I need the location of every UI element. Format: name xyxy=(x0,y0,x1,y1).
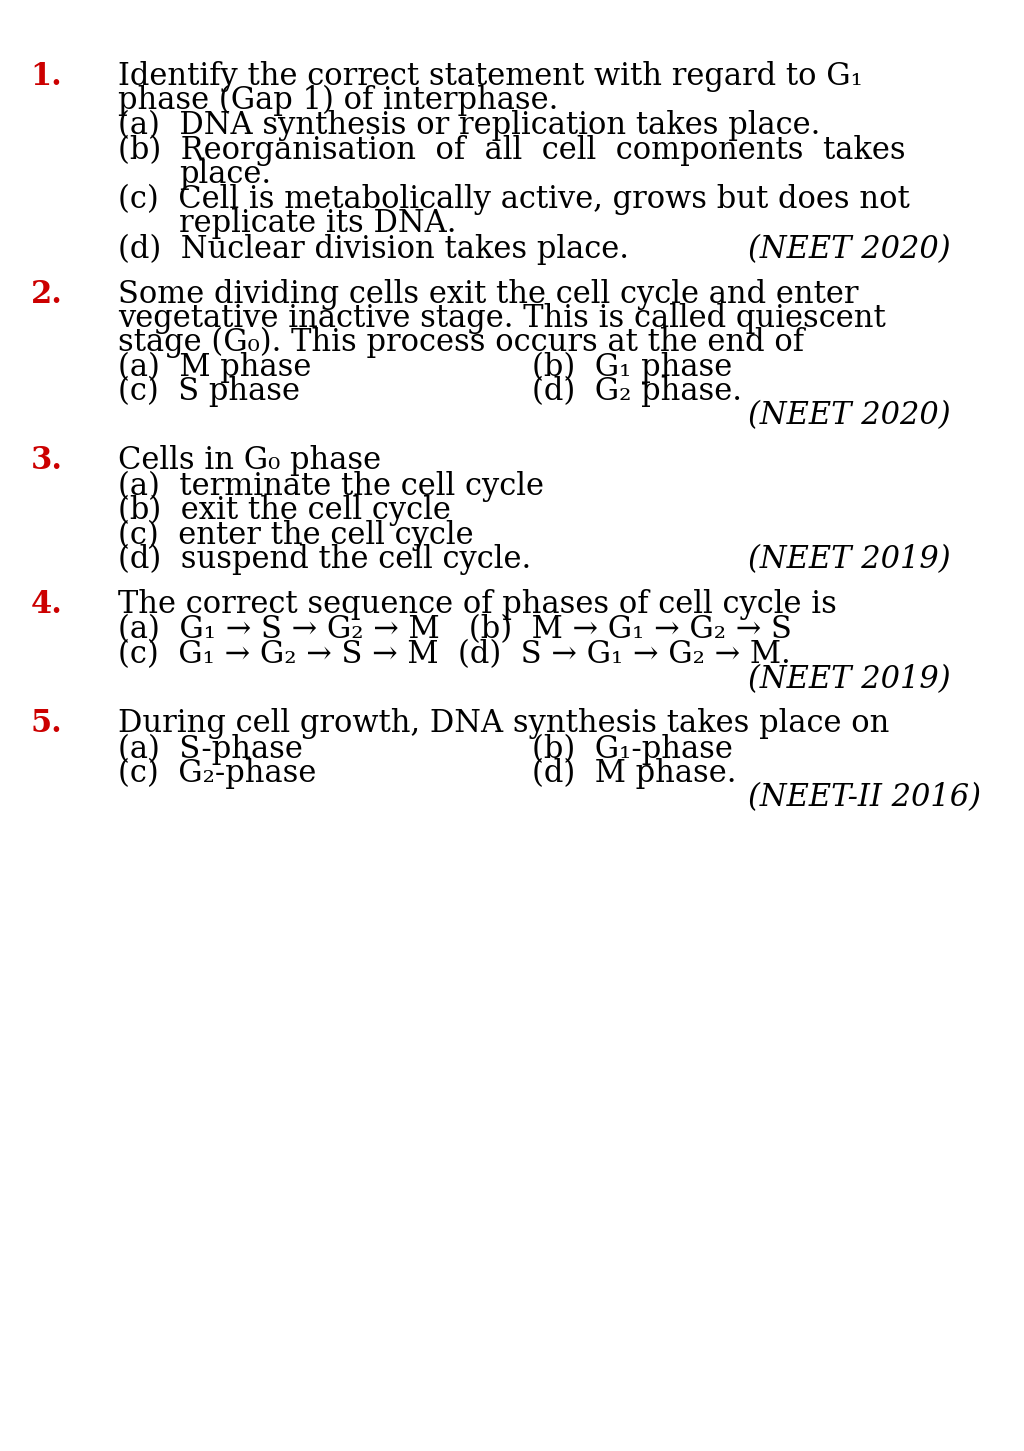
Text: (c)  S phase: (c) S phase xyxy=(118,376,300,408)
Text: The correct sequence of phases of cell cycle is: The correct sequence of phases of cell c… xyxy=(118,589,837,620)
Text: (b)  Reorganisation  of  all  cell  components  takes: (b) Reorganisation of all cell component… xyxy=(118,135,905,167)
Text: 4.: 4. xyxy=(31,589,62,620)
Text: (b)  G₁-phase: (b) G₁-phase xyxy=(532,734,733,765)
Text: (NEET 2019): (NEET 2019) xyxy=(748,544,950,575)
Text: stage (G₀). This process occurs at the end of: stage (G₀). This process occurs at the e… xyxy=(118,326,804,358)
Text: (d)  Nuclear division takes place.: (d) Nuclear division takes place. xyxy=(118,234,629,266)
Text: (d)  G₂ phase.: (d) G₂ phase. xyxy=(532,376,742,408)
Text: (c)  G₁ → G₂ → S → M  (d)  S → G₁ → G₂ → M.: (c) G₁ → G₂ → S → M (d) S → G₁ → G₂ → M. xyxy=(118,638,791,670)
Text: (c)  Cell is metabolically active, grows but does not: (c) Cell is metabolically active, grows … xyxy=(118,184,909,216)
Text: (a)  DNA synthesis or replication takes place.: (a) DNA synthesis or replication takes p… xyxy=(118,110,820,141)
Text: 1.: 1. xyxy=(31,61,62,91)
Text: phase (Gap 1) of interphase.: phase (Gap 1) of interphase. xyxy=(118,84,558,116)
Text: replicate its DNA.: replicate its DNA. xyxy=(179,207,457,239)
Text: Identify the correct statement with regard to G₁: Identify the correct statement with rega… xyxy=(118,61,862,91)
Text: (d)  M phase.: (d) M phase. xyxy=(532,757,737,789)
Text: (NEET 2019): (NEET 2019) xyxy=(748,665,950,695)
Text: place.: place. xyxy=(179,160,271,190)
Text: (c)  G₂-phase: (c) G₂-phase xyxy=(118,757,316,789)
Text: 3.: 3. xyxy=(31,445,62,476)
Text: (a)  S-phase: (a) S-phase xyxy=(118,734,303,765)
Text: During cell growth, DNA synthesis takes place on: During cell growth, DNA synthesis takes … xyxy=(118,708,889,739)
Text: (c)  enter the cell cycle: (c) enter the cell cycle xyxy=(118,521,473,551)
Text: (b)  G₁ phase: (b) G₁ phase xyxy=(532,353,733,383)
Text: (NEET-II 2016): (NEET-II 2016) xyxy=(748,782,981,813)
Text: vegetative inactive stage. This is called quiescent: vegetative inactive stage. This is calle… xyxy=(118,303,886,334)
Text: (a)  G₁ → S → G₂ → M   (b)  M → G₁ → G₂ → S: (a) G₁ → S → G₂ → M (b) M → G₁ → G₂ → S xyxy=(118,615,792,646)
Text: 2.: 2. xyxy=(31,279,62,309)
Text: Some dividing cells exit the cell cycle and enter: Some dividing cells exit the cell cycle … xyxy=(118,279,858,309)
Text: (b)  exit the cell cycle: (b) exit the cell cycle xyxy=(118,495,451,527)
Text: (NEET 2020): (NEET 2020) xyxy=(748,400,950,431)
Text: (a)  terminate the cell cycle: (a) terminate the cell cycle xyxy=(118,470,544,502)
Text: (NEET 2020): (NEET 2020) xyxy=(748,234,950,264)
Text: (a)  M phase: (a) M phase xyxy=(118,353,311,383)
Text: (d)  suspend the cell cycle.: (d) suspend the cell cycle. xyxy=(118,544,531,576)
Text: Cells in G₀ phase: Cells in G₀ phase xyxy=(118,445,381,476)
Text: 5.: 5. xyxy=(31,708,62,739)
